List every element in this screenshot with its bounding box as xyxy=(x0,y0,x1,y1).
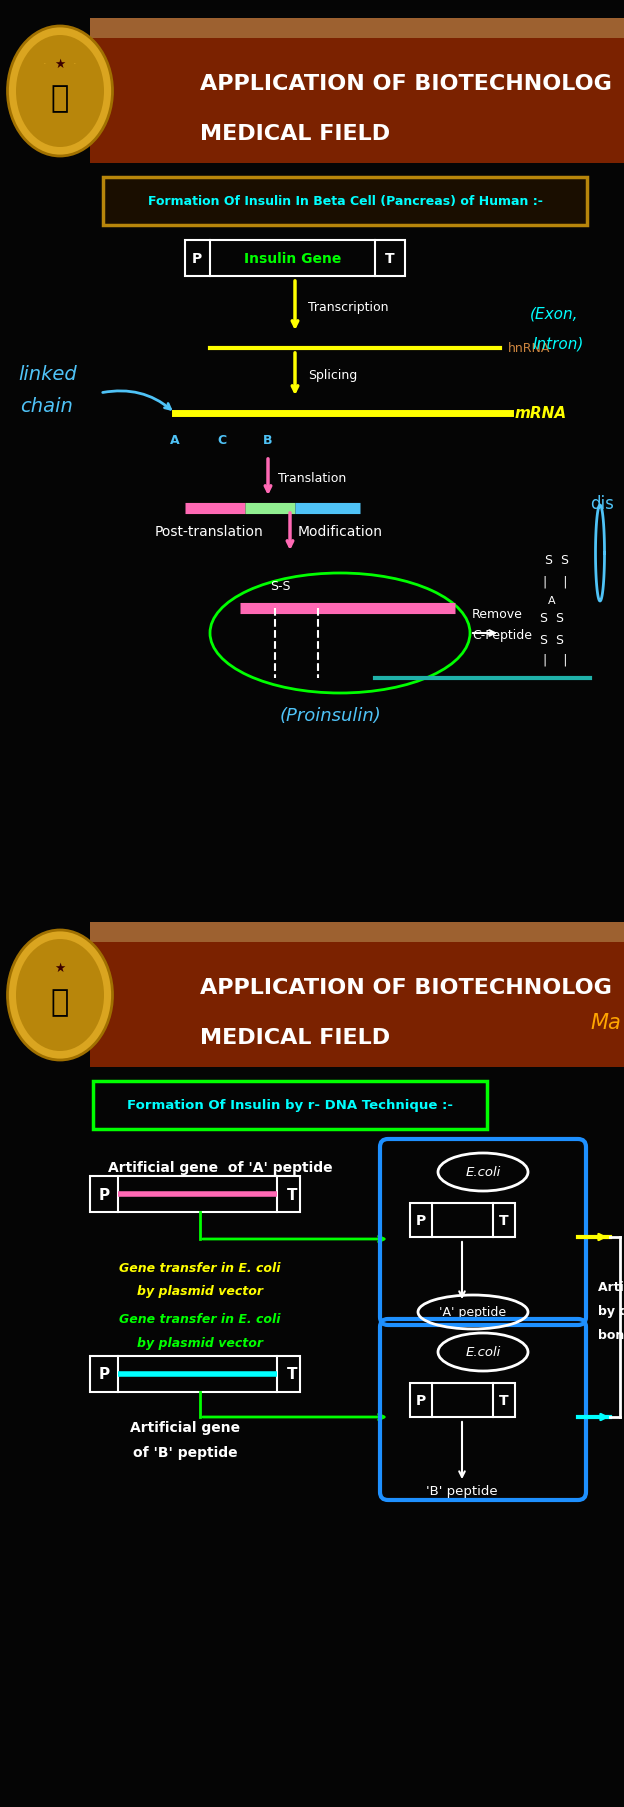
Text: Artificially Joined: Artificially Joined xyxy=(598,1281,624,1294)
Ellipse shape xyxy=(16,36,104,148)
Text: Formation Of Insulin In Beta Cell (Pancreas) of Human :-: Formation Of Insulin In Beta Cell (Pancr… xyxy=(147,195,542,208)
Text: MEDICAL FIELD: MEDICAL FIELD xyxy=(200,1028,390,1048)
Text: 🏆: 🏆 xyxy=(51,988,69,1017)
Text: (Proinsulin): (Proinsulin) xyxy=(279,707,381,725)
Text: |    |: | | xyxy=(543,576,567,589)
Ellipse shape xyxy=(7,27,112,157)
Text: dis: dis xyxy=(590,495,614,513)
Text: Gene transfer in E. coli: Gene transfer in E. coli xyxy=(119,1312,281,1326)
Text: Transcription: Transcription xyxy=(308,302,389,314)
Text: Remove: Remove xyxy=(472,607,523,620)
Text: S  S: S S xyxy=(545,553,569,567)
Text: hnRNA: hnRNA xyxy=(508,342,550,356)
FancyBboxPatch shape xyxy=(103,177,587,226)
FancyBboxPatch shape xyxy=(90,20,624,40)
Text: APPLICATION OF BIOTECHNOLOG: APPLICATION OF BIOTECHNOLOG xyxy=(200,978,612,997)
Text: E.coli: E.coli xyxy=(466,1346,500,1359)
Text: P: P xyxy=(416,1393,426,1408)
Text: 'A' peptide: 'A' peptide xyxy=(439,1306,507,1319)
Text: of 'B' peptide: of 'B' peptide xyxy=(133,1446,237,1460)
Text: APPLICATION OF BIOTECHNOLOG: APPLICATION OF BIOTECHNOLOG xyxy=(200,74,612,94)
FancyBboxPatch shape xyxy=(90,923,624,943)
Text: T: T xyxy=(287,1187,297,1202)
Text: A: A xyxy=(548,596,555,605)
Text: 'B' peptide: 'B' peptide xyxy=(426,1485,498,1498)
Text: C: C xyxy=(217,434,227,448)
Text: Modification: Modification xyxy=(298,524,383,538)
Text: ★: ★ xyxy=(54,58,66,70)
Text: ·: · xyxy=(43,60,47,69)
Text: Insulin Gene: Insulin Gene xyxy=(245,251,342,266)
Text: E.coli: E.coli xyxy=(466,1166,500,1178)
Text: Artificial gene  of 'A' peptide: Artificial gene of 'A' peptide xyxy=(108,1160,333,1175)
Text: linked: linked xyxy=(18,365,77,383)
Text: ·: · xyxy=(73,60,77,69)
Text: MEDICAL FIELD: MEDICAL FIELD xyxy=(200,125,390,145)
Text: Gene transfer in E. coli: Gene transfer in E. coli xyxy=(119,1261,281,1274)
Text: T: T xyxy=(499,1212,509,1227)
Text: T: T xyxy=(499,1393,509,1408)
Text: B: B xyxy=(263,434,273,448)
Text: 🏆: 🏆 xyxy=(51,85,69,114)
Text: Artificial gene: Artificial gene xyxy=(130,1420,240,1435)
Ellipse shape xyxy=(7,931,112,1061)
Text: (Exon,: (Exon, xyxy=(530,307,578,322)
FancyBboxPatch shape xyxy=(90,923,624,1068)
FancyBboxPatch shape xyxy=(90,20,624,164)
Text: T: T xyxy=(287,1366,297,1382)
Ellipse shape xyxy=(16,940,104,1052)
Text: by plasmid vector: by plasmid vector xyxy=(137,1337,263,1350)
Text: bond: bond xyxy=(598,1328,624,1343)
Text: P: P xyxy=(416,1212,426,1227)
Text: T: T xyxy=(385,251,395,266)
Text: by disulphide: by disulphide xyxy=(598,1305,624,1317)
Text: S  S: S S xyxy=(540,611,564,625)
Text: Intron): Intron) xyxy=(533,336,584,351)
Text: Translation: Translation xyxy=(278,472,346,486)
Text: mRNA: mRNA xyxy=(515,407,567,421)
Text: S-S: S-S xyxy=(270,580,290,593)
Text: P: P xyxy=(99,1366,110,1382)
Text: A: A xyxy=(170,434,180,448)
Text: Splicing: Splicing xyxy=(308,369,358,383)
Text: S  S: S S xyxy=(540,634,564,647)
Text: P: P xyxy=(192,251,202,266)
Text: P: P xyxy=(99,1187,110,1202)
Text: ★: ★ xyxy=(54,961,66,974)
Text: chain: chain xyxy=(20,396,73,416)
Text: C-Peptide: C-Peptide xyxy=(472,629,532,641)
Text: Post-translation: Post-translation xyxy=(155,524,264,538)
Text: Formation Of Insulin by r- DNA Technique :-: Formation Of Insulin by r- DNA Technique… xyxy=(127,1099,453,1111)
Text: Ma: Ma xyxy=(590,1012,621,1032)
Text: |    |: | | xyxy=(543,654,567,667)
Text: by plasmid vector: by plasmid vector xyxy=(137,1285,263,1297)
